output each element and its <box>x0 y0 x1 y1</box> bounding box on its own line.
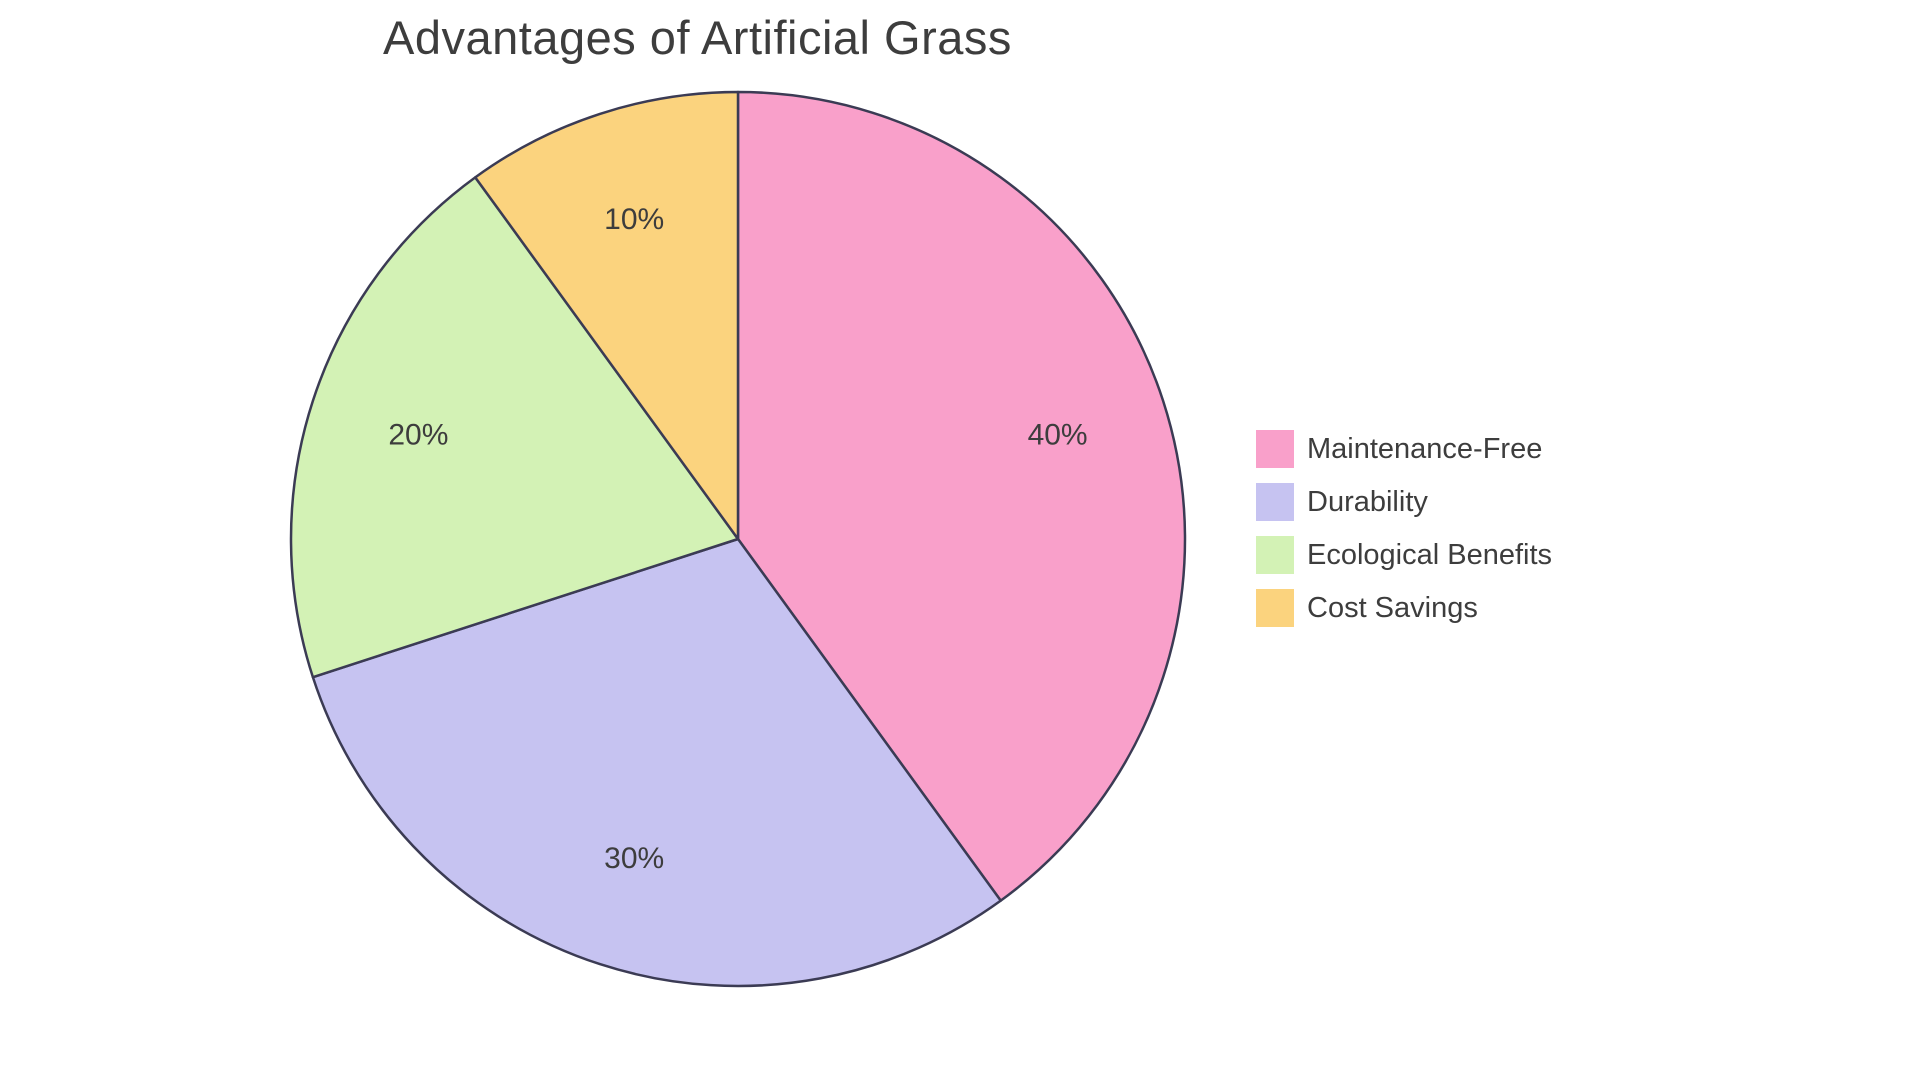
pie-slice-ecological-benefits <box>289 176 740 679</box>
pie-slice-cost-savings <box>474 90 740 541</box>
pie-slice-maintenance-free <box>736 90 1187 902</box>
slice-percent-label: 40% <box>1028 419 1088 452</box>
chart-legend: Maintenance-Free Durability Ecological Ben… <box>1256 430 1552 627</box>
legend-item: Durability <box>1256 483 1552 521</box>
legend-label: Durability <box>1307 485 1428 518</box>
legend-label: Ecological Benefits <box>1307 538 1553 571</box>
slice-percent-label: 20% <box>388 419 448 452</box>
legend-item: Cost Savings <box>1256 589 1552 627</box>
legend-swatch <box>1256 589 1294 627</box>
legend-item: Ecological Benefits <box>1256 536 1552 574</box>
slice-percent-label: 30% <box>604 842 664 875</box>
legend-label: Maintenance-Free <box>1307 432 1543 465</box>
legend-label: Cost Savings <box>1307 591 1478 624</box>
chart-title: Advantages of Artificial Grass <box>383 11 1012 64</box>
legend-swatch <box>1256 536 1294 574</box>
slice-percent-label: 10% <box>604 203 664 236</box>
legend-swatch <box>1256 483 1294 521</box>
legend-item: Maintenance-Free <box>1256 430 1552 468</box>
legend-swatch <box>1256 430 1294 468</box>
pie-slice-durability <box>311 537 1002 988</box>
